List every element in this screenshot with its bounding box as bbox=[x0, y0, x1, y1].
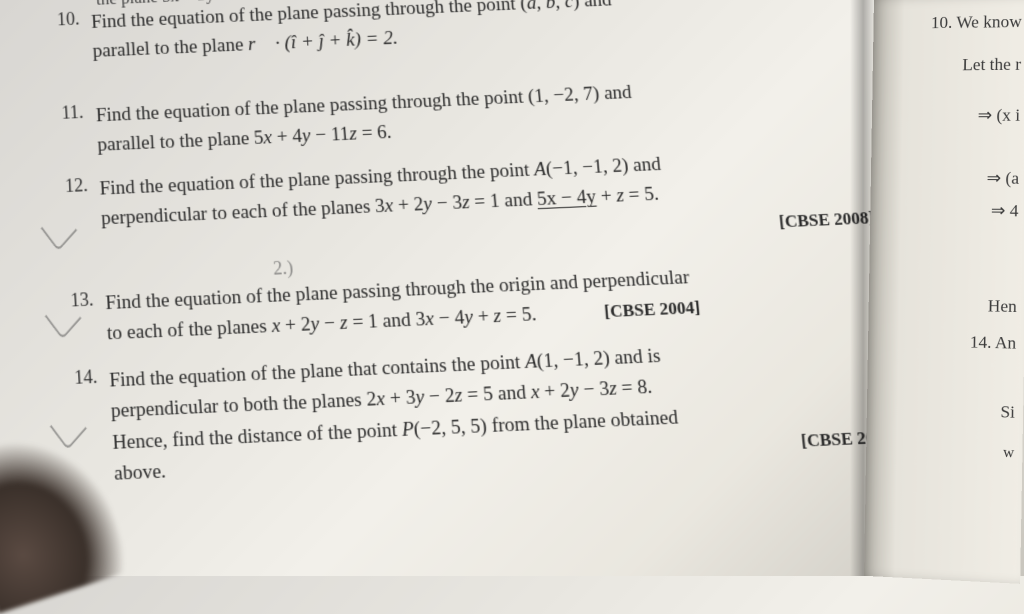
question-number: 11. bbox=[61, 102, 84, 124]
text: Find the equation of the plane passing t… bbox=[95, 82, 632, 127]
question-text: Find the equation of the plane that cont… bbox=[109, 331, 900, 490]
text: ) and bbox=[572, 0, 612, 12]
cbse-tag: [CBSE 2004] bbox=[603, 298, 701, 322]
facing-page: 10. We know Let the r ⇒ (x i ⇒ (a ⇒ 4 He… bbox=[864, 0, 1024, 584]
text: = 5. bbox=[623, 184, 660, 207]
text: (1, −1, 2) and is bbox=[536, 345, 661, 373]
text: above. bbox=[114, 461, 167, 486]
text: Find the equation of the plane passing t… bbox=[91, 0, 528, 33]
text: + 2 bbox=[393, 194, 425, 217]
text: + 2 bbox=[280, 314, 312, 337]
text: = 6. bbox=[356, 122, 392, 145]
underlined-eq: 5x − 4y bbox=[536, 187, 597, 211]
right-text: ⇒ (a bbox=[986, 168, 1019, 188]
text: perpendicular to both the planes 2 bbox=[110, 389, 377, 423]
text: − 3 bbox=[578, 378, 610, 401]
question-number: 12. bbox=[65, 175, 89, 197]
right-text: Let the r bbox=[962, 55, 1021, 76]
text: − 3 bbox=[431, 192, 463, 215]
question-text: Find the equation of the plane passing t… bbox=[99, 140, 876, 266]
text: − bbox=[319, 313, 341, 336]
right-text: 14. An bbox=[970, 332, 1017, 353]
text: = 1 and bbox=[469, 189, 538, 213]
right-text: Hen bbox=[988, 296, 1017, 317]
right-text: 10. We know bbox=[931, 12, 1022, 33]
text: + 4 bbox=[271, 126, 302, 149]
checkmark-icon bbox=[41, 207, 78, 251]
text: = 8. bbox=[616, 376, 653, 400]
text: − 4 bbox=[433, 307, 465, 330]
text: = 1 and 3 bbox=[347, 309, 426, 334]
text: + 3 bbox=[384, 387, 416, 411]
right-text: Si bbox=[1000, 402, 1015, 423]
text: − 2 bbox=[423, 385, 455, 408]
right-text: w bbox=[1003, 445, 1014, 463]
text: + bbox=[472, 306, 494, 329]
right-text: ⇒ 4 bbox=[991, 201, 1019, 222]
question-14: 14. Find the equation of the plane that … bbox=[109, 331, 900, 490]
text: − 11 bbox=[310, 124, 350, 147]
question-10: 10. Find the equation of the plane passi… bbox=[90, 0, 854, 67]
handwritten-annotation: 2.) bbox=[273, 257, 294, 280]
text: parallel to the plane 5 bbox=[97, 128, 264, 157]
text: + bbox=[595, 186, 617, 208]
text: perpendicular to each of the planes 3 bbox=[101, 196, 386, 230]
text: = 5 and bbox=[462, 382, 532, 407]
text: to each of the planes bbox=[106, 316, 272, 345]
question-12: 12. Find the equation of the plane passi… bbox=[99, 140, 876, 266]
question-number: 10. bbox=[57, 9, 81, 31]
text: = 5. bbox=[500, 304, 537, 327]
text: (−1, −1, 2) and bbox=[545, 154, 662, 180]
right-text: ⇒ (x i bbox=[977, 105, 1020, 125]
text: parallel to the plane bbox=[92, 35, 249, 63]
text: Hence, find the distance of the point bbox=[112, 419, 403, 454]
text: + 2 bbox=[539, 380, 571, 403]
question-text: Find the equation of the plane passing t… bbox=[90, 0, 854, 67]
text: (−2, 5, 5) from the plane obtained bbox=[413, 406, 679, 440]
vector-eq: r⃗ · (î + ĵ + k̂) = 2. bbox=[247, 28, 398, 56]
question-number: 14. bbox=[74, 366, 98, 389]
